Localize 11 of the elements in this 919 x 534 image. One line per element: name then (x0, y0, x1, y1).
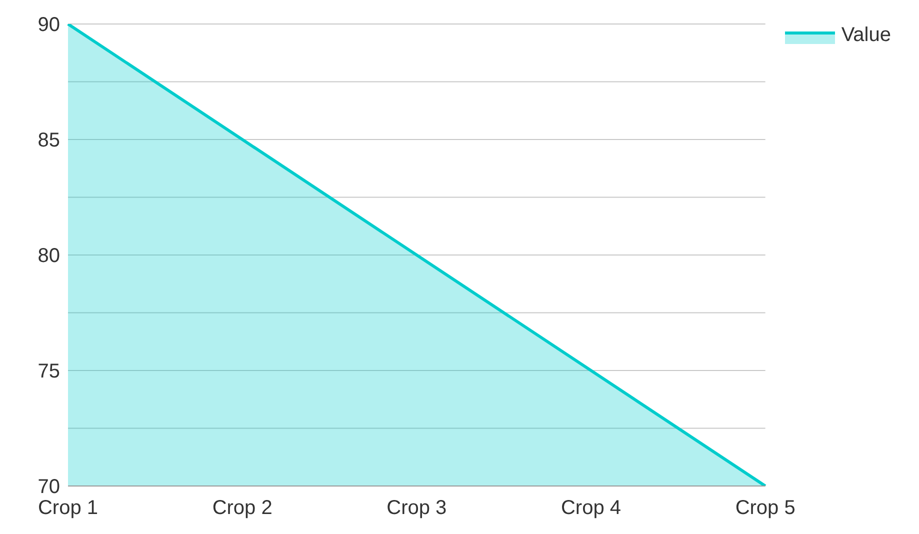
y-tick-label: 75 (38, 360, 60, 383)
x-tick-label: Crop 1 (38, 497, 98, 520)
x-tick-label: Crop 2 (212, 497, 272, 520)
legend-label: Value (841, 24, 891, 47)
y-tick-label: 90 (38, 14, 60, 36)
y-tick-label: 70 (38, 476, 60, 498)
x-tick-label: Crop 5 (735, 497, 796, 520)
x-tick-label: Crop 3 (386, 497, 447, 520)
y-tick-label: 85 (38, 130, 60, 152)
y-tick-label: 80 (38, 245, 60, 268)
x-tick-label: Crop 4 (560, 497, 622, 520)
